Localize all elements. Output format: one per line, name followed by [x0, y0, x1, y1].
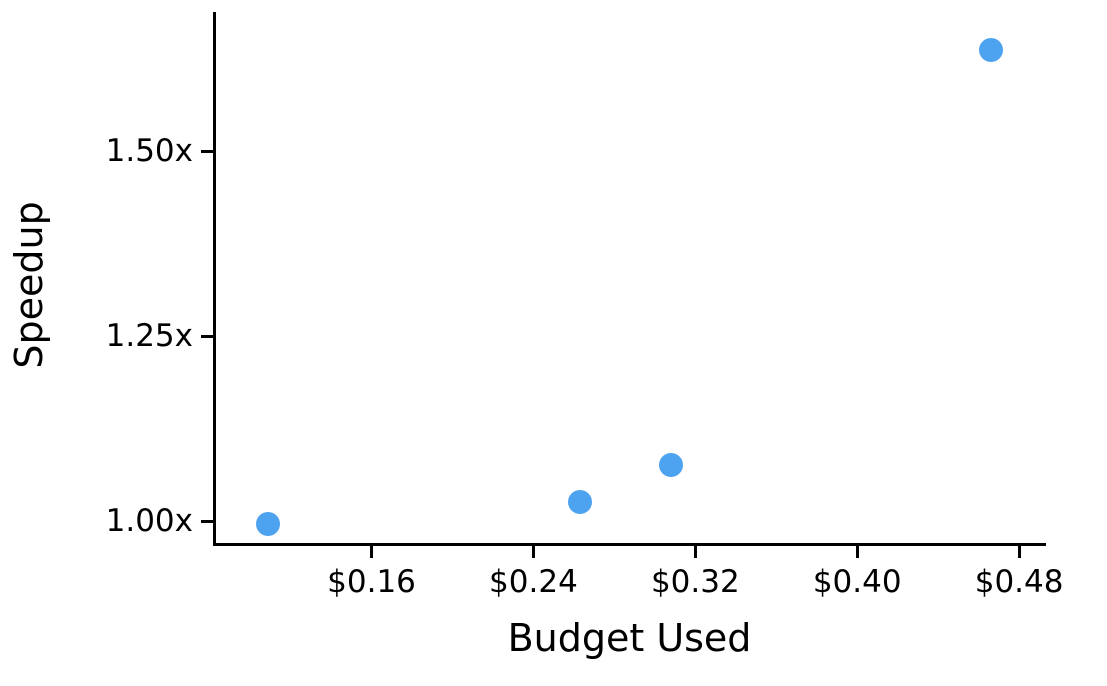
y-axis-label: Speedup — [7, 201, 52, 369]
x-tick-label: $0.40 — [812, 564, 902, 600]
x-tick-label: $0.24 — [489, 564, 578, 600]
x-tick-mark — [531, 546, 535, 558]
y-tick-mark — [201, 520, 213, 524]
x-tick-label: $0.48 — [974, 564, 1064, 600]
data-point[interactable] — [567, 489, 592, 514]
x-tick-mark — [1017, 546, 1021, 558]
x-tick-mark — [855, 546, 859, 558]
x-tick-label: $0.32 — [650, 564, 740, 600]
x-axis-spine — [213, 543, 1046, 546]
y-axis-spine — [213, 12, 216, 546]
y-tick-label: 1.25x — [105, 317, 193, 354]
x-tick-mark — [693, 546, 697, 558]
y-tick-label: 1.00x — [105, 502, 193, 539]
y-tick-mark — [201, 150, 213, 154]
y-tick-mark — [201, 335, 213, 339]
x-axis-label: Budget Used — [507, 616, 752, 660]
data-point[interactable] — [978, 37, 1003, 62]
x-tick-mark — [370, 546, 374, 558]
y-tick-label: 1.50x — [105, 132, 193, 169]
x-tick-label: $0.16 — [327, 564, 416, 600]
data-point[interactable] — [256, 512, 281, 537]
data-point[interactable] — [659, 452, 684, 477]
